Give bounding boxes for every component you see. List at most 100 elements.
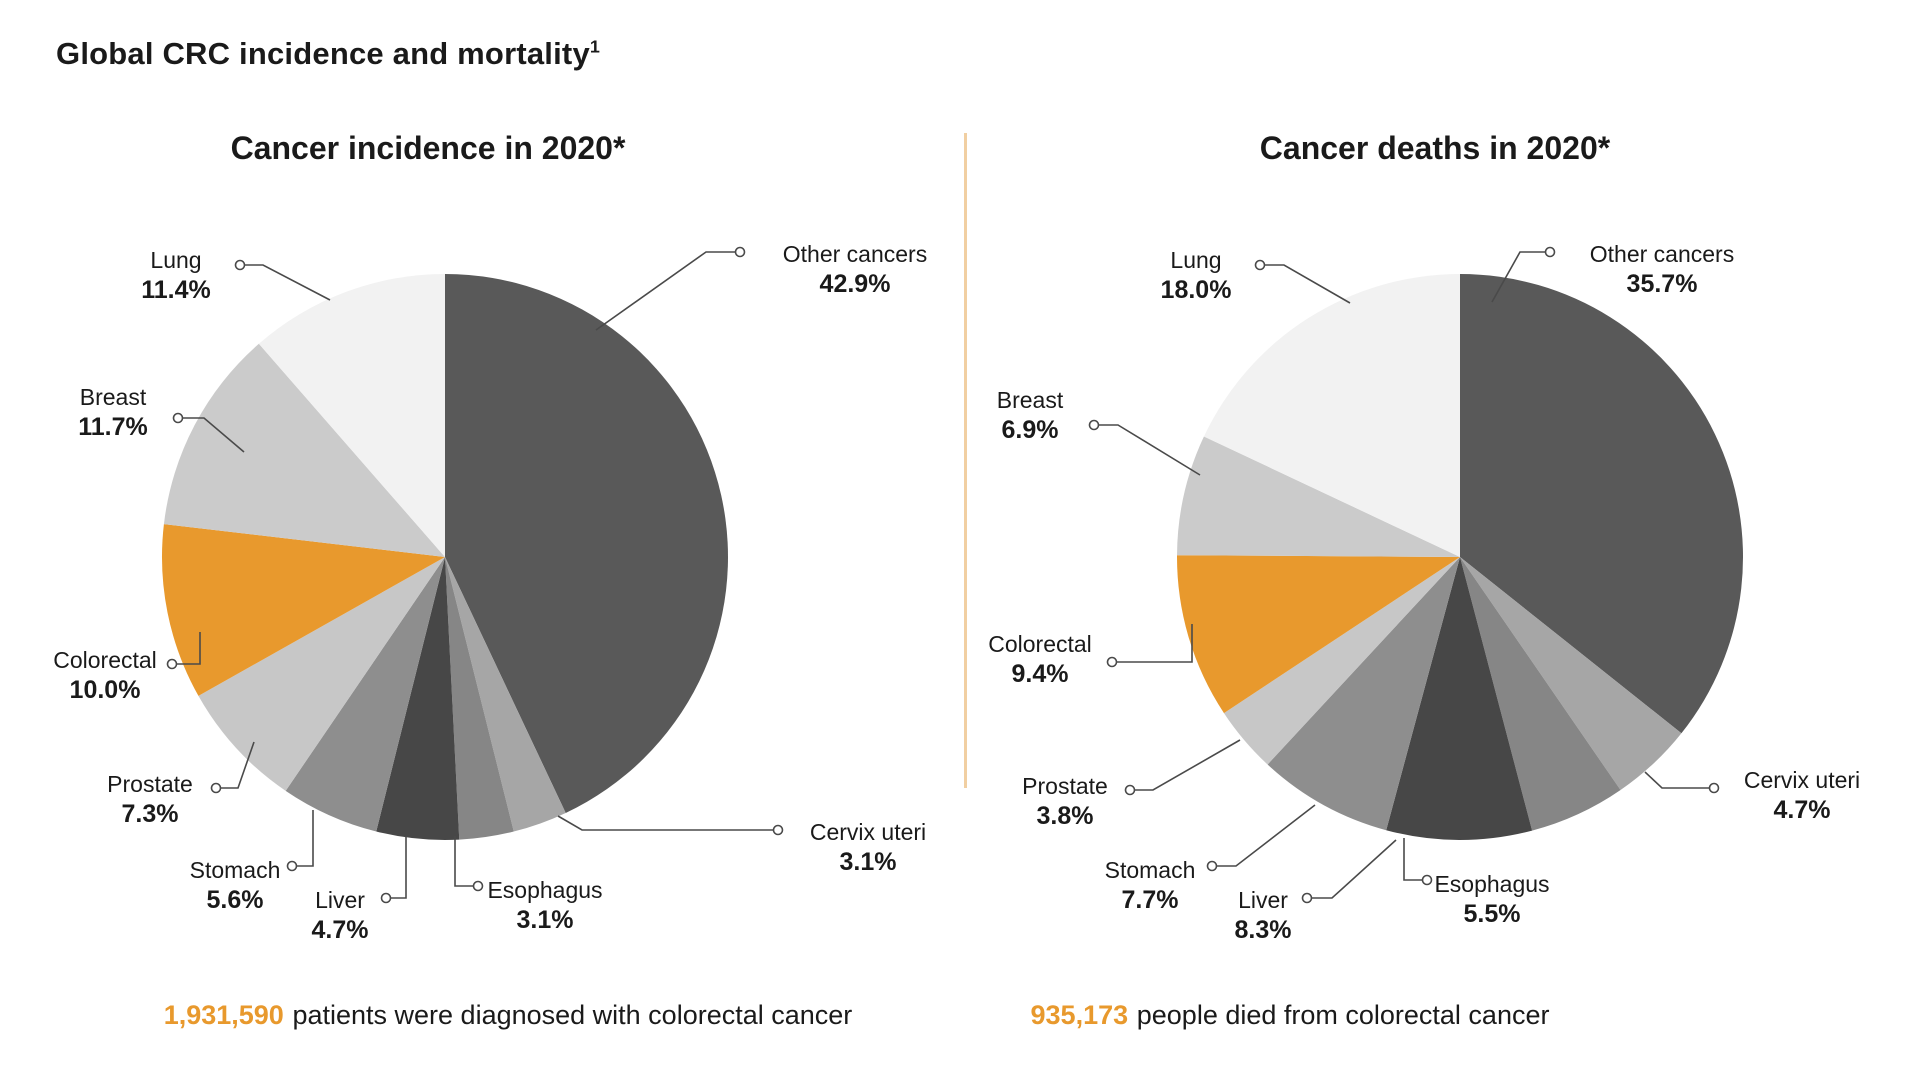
chart-title-deaths: Cancer deaths in 2020*	[1259, 130, 1611, 166]
pie-slice-stomach	[1267, 557, 1460, 831]
leader-dot-lung	[234, 259, 246, 271]
slice-label-prostate: Prostate 3.8%	[1022, 772, 1108, 832]
caption-incidence-number: 1,931,590	[163, 1000, 284, 1030]
leader-dot-prostate	[1124, 784, 1136, 796]
leader-line-other-cancers	[595, 251, 736, 331]
slice-label-pct: 3.1%	[839, 848, 897, 876]
slice-label-pct: 3.8%	[1036, 802, 1094, 830]
pie-slice-esophagus	[1460, 557, 1621, 831]
caption-deaths: 935,173 people died from colorectal cance…	[1031, 1000, 1550, 1031]
slice-label-name: Lung	[150, 247, 202, 273]
slice-label-pct: 9.4%	[1011, 660, 1069, 688]
pie-slice-colorectal	[162, 524, 445, 696]
leader-dot-cervix-uteri	[772, 824, 784, 836]
slice-label-name: Prostate	[1022, 773, 1108, 799]
slice-label-name: Prostate	[107, 771, 193, 797]
slice-label-name: Stomach	[1104, 857, 1196, 883]
slice-label-esophagus: Esophagus 3.1%	[487, 876, 602, 936]
leader-dot-cervix-uteri	[1708, 782, 1720, 794]
leader-line-colorectal	[176, 632, 201, 665]
slice-label-pct: 4.7%	[1773, 796, 1831, 824]
slice-label-pct: 11.4%	[141, 276, 211, 304]
slice-label-pct: 35.7%	[1626, 270, 1698, 298]
slice-label-other-cancers: Other cancers 35.7%	[1590, 240, 1734, 300]
slice-label-breast: Breast 11.7%	[78, 383, 148, 443]
pie-incidence	[162, 246, 784, 904]
pie-slice-stomach	[285, 557, 445, 832]
leader-dot-other-cancers	[1544, 246, 1556, 258]
page-title-text: Global CRC incidence and mortality	[56, 36, 590, 71]
slice-label-stomach: Stomach 5.6%	[190, 856, 281, 916]
leader-line-stomach	[296, 810, 314, 867]
leader-dot-colorectal	[1106, 656, 1118, 668]
leader-dot-breast	[172, 412, 184, 424]
page-title-footnote-marker: 1	[589, 36, 601, 57]
pie-slice-cervix-uteri	[1460, 557, 1682, 791]
leader-line-prostate	[1134, 739, 1241, 791]
leader-line-other-cancers	[1491, 251, 1546, 303]
caption-deaths-text: people died from colorectal cancer	[1136, 1000, 1550, 1030]
leader-dot-breast	[1088, 419, 1100, 431]
caption-deaths-number: 935,173	[1030, 1000, 1129, 1030]
pie-slice-cervix-uteri	[445, 557, 566, 832]
slice-label-pct: 5.5%	[1463, 900, 1521, 928]
pie-slice-esophagus	[445, 557, 514, 840]
slice-label-liver: Liver 8.3%	[1235, 886, 1292, 946]
leader-line-esophagus	[454, 836, 473, 887]
leader-line-liver	[390, 836, 407, 899]
chart-title-incidence: Cancer incidence in 2020*	[230, 130, 626, 166]
leader-line-liver	[1311, 839, 1397, 899]
slice-label-name: Colorectal	[53, 647, 157, 673]
leader-line-stomach	[1216, 804, 1316, 867]
slice-label-pct: 11.7%	[78, 413, 148, 441]
slice-label-name: Cervix uteri	[1743, 767, 1861, 793]
slice-label-esophagus: Esophagus 5.5%	[1434, 870, 1549, 930]
leader-dot-esophagus	[472, 880, 484, 892]
leader-line-cervix-uteri	[1644, 771, 1709, 789]
slice-label-name: Esophagus	[1434, 871, 1550, 897]
leader-dot-stomach	[286, 860, 298, 872]
leader-line-colorectal	[1116, 624, 1193, 663]
slice-label-name: Liver	[1238, 887, 1288, 913]
slice-label-name: Colorectal	[988, 631, 1092, 657]
leader-line-lung	[1264, 264, 1351, 304]
pie-slice-breast	[1177, 436, 1460, 557]
slice-label-name: Liver	[315, 887, 365, 913]
slice-label-breast: Breast 6.9%	[997, 386, 1063, 446]
pie-slice-liver	[1386, 557, 1533, 840]
caption-incidence: 1,931,590 patients were diagnosed with co…	[164, 1000, 853, 1031]
leader-line-breast	[182, 417, 245, 453]
slice-label-cervix-uteri: Cervix uteri 3.1%	[810, 818, 926, 878]
slice-label-pct: 8.3%	[1234, 916, 1292, 944]
leader-dot-colorectal	[166, 658, 178, 670]
leader-line-lung	[244, 264, 331, 301]
pie-slice-other-cancers	[1460, 274, 1744, 734]
leader-dot-lung	[1254, 259, 1266, 271]
slice-label-pct: 6.9%	[1001, 416, 1059, 444]
pie-slice-lung	[1203, 274, 1460, 557]
slice-label-pct: 7.7%	[1121, 886, 1179, 914]
leader-dot-stomach	[1206, 860, 1218, 872]
slice-label-pct: 4.7%	[311, 916, 369, 944]
pie-deaths	[1088, 246, 1744, 904]
slice-label-name: Stomach	[189, 857, 281, 883]
pie-slice-breast	[163, 343, 446, 557]
leader-line-breast	[1098, 424, 1201, 476]
slice-label-name: Lung	[1170, 247, 1222, 273]
caption-incidence-text: patients were diagnosed with colorectal …	[292, 1000, 853, 1030]
page-title: Global CRC incidence and mortality1	[56, 36, 600, 72]
slice-label-liver: Liver 4.7%	[312, 886, 369, 946]
pie-slice-liver	[376, 557, 460, 840]
slice-label-pct: 18.0%	[1160, 276, 1232, 304]
leader-dot-esophagus	[1421, 874, 1433, 886]
leader-line-prostate	[220, 741, 255, 789]
slice-label-cervix-uteri: Cervix uteri 4.7%	[1744, 766, 1860, 826]
leader-dot-other-cancers	[734, 246, 746, 258]
leader-line-esophagus	[1403, 838, 1422, 881]
slice-label-name: Other cancers	[1589, 241, 1735, 267]
slice-label-pct: 42.9%	[819, 270, 891, 298]
slice-label-pct: 10.0%	[69, 676, 141, 704]
pie-slice-other-cancers	[445, 274, 728, 813]
